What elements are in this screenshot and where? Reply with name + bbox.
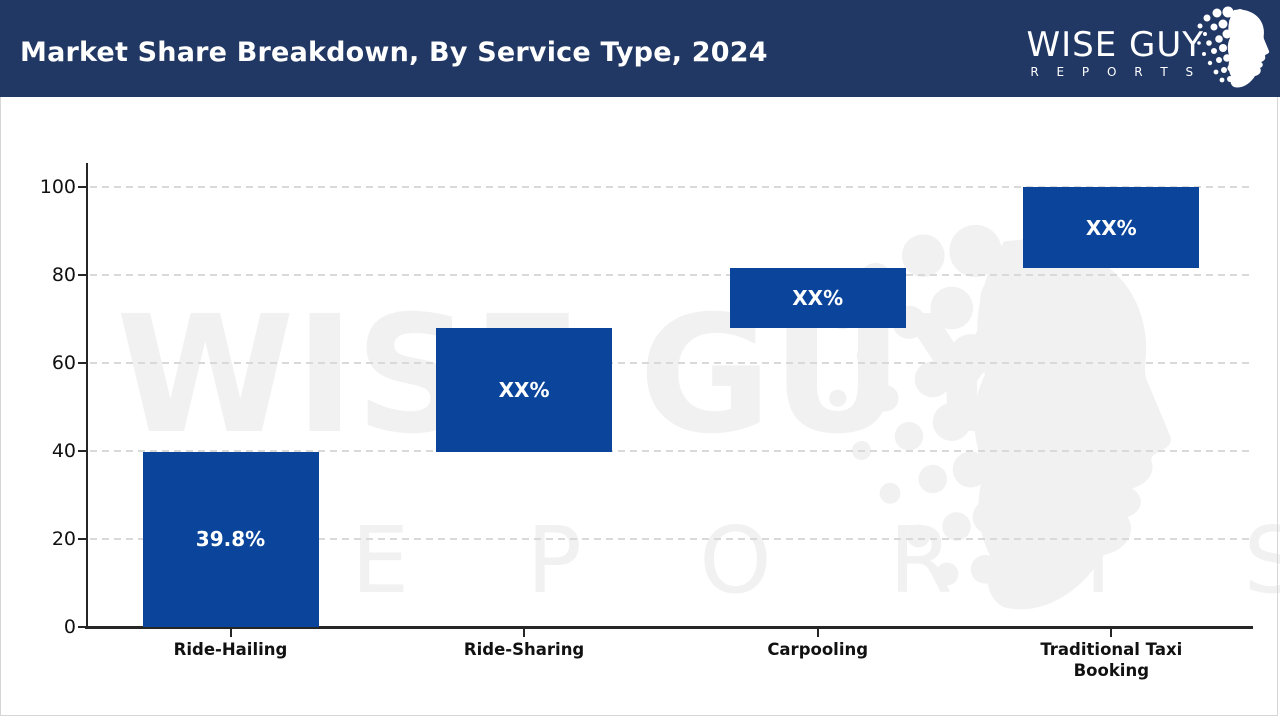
gridline-20: [90, 538, 1253, 540]
chart-title: Market Share Breakdown, By Service Type,…: [20, 37, 768, 68]
y-tick-label-60: 60: [51, 352, 76, 374]
x-category-label: Carpooling: [767, 640, 869, 659]
y-tick-label-40: 40: [51, 440, 76, 462]
wise-guy-logo: WISE GUY R E P O R T S: [1026, 6, 1270, 90]
x-category-label: Ride-Sharing: [463, 640, 585, 659]
y-tick-label-20: 20: [51, 528, 76, 550]
gridline-60: [90, 362, 1253, 364]
x-axis: [85, 626, 1253, 629]
y-axis: [86, 163, 88, 628]
x-category-label: Traditional Taxi Booking: [1040, 640, 1183, 680]
y-tick-label-0: 0: [63, 616, 76, 638]
bar-2: XX%: [729, 268, 906, 328]
bar-value-label: XX%: [1085, 215, 1137, 240]
y-tick-80: [78, 274, 86, 276]
x-tick-2: [816, 629, 819, 637]
bar-3: XX%: [1023, 187, 1200, 269]
bar-0: 39.8%: [142, 451, 319, 627]
gridline-40: [90, 450, 1253, 452]
y-tick-60: [78, 362, 86, 364]
y-tick-0: [78, 626, 86, 628]
y-tick-40: [78, 450, 86, 452]
logo-wordmark-line2: R E P O R T S: [1030, 64, 1201, 79]
bar-1: XX%: [436, 327, 613, 452]
gridline-100: [90, 186, 1253, 188]
y-tick-20: [78, 538, 86, 540]
y-tick-label-100: 100: [39, 176, 76, 198]
x-tick-3: [1110, 629, 1113, 637]
header-bar: Market Share Breakdown, By Service Type,…: [0, 0, 1280, 97]
chart-area: WISE GUY R E P O R T S 0 20 40 60 80 100 39.8%…: [0, 97, 1280, 720]
logo-wordmark: WISE GUY R E P O R T S: [1026, 18, 1204, 79]
y-tick-100: [78, 186, 86, 188]
bar-value-label: XX%: [792, 286, 844, 311]
bar-value-label: 39.8%: [195, 527, 266, 552]
bar-value-label: XX%: [498, 377, 550, 402]
y-tick-label-80: 80: [51, 264, 76, 286]
logo-wordmark-line1: WISE GUY: [1026, 24, 1204, 65]
gridline-80: [90, 274, 1253, 276]
x-category-label: Ride-Hailing: [173, 640, 288, 659]
x-tick-1: [523, 629, 526, 637]
x-tick-0: [229, 629, 232, 637]
